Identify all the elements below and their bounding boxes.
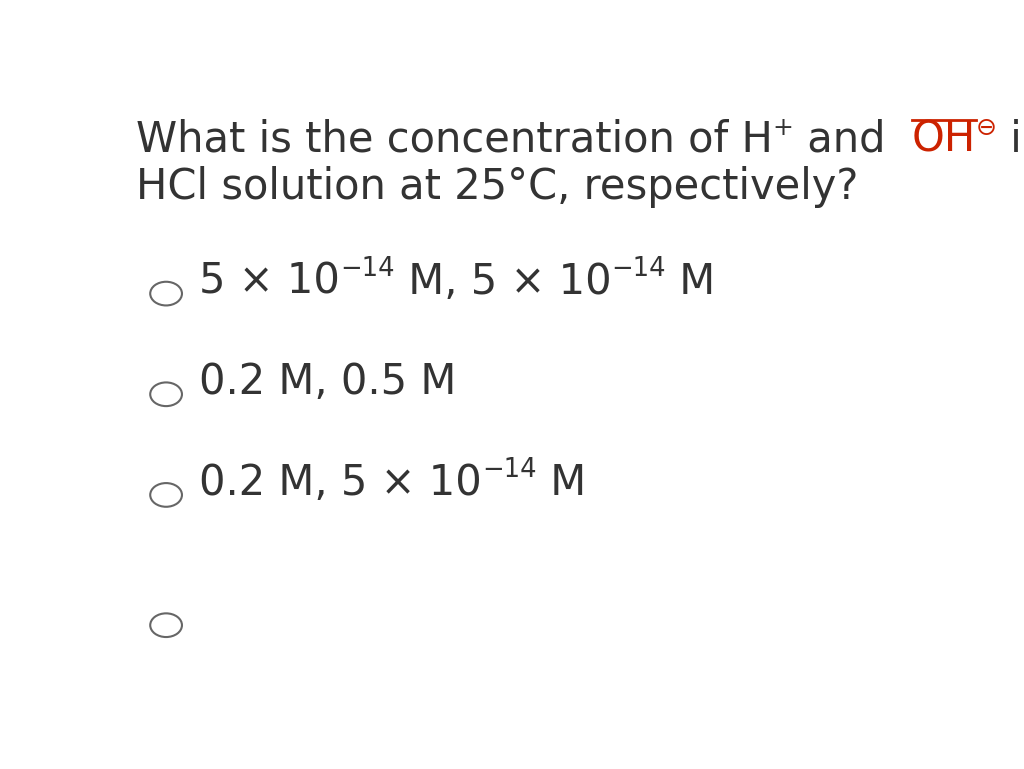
Text: 0.2 M, 0.5 M: 0.2 M, 0.5 M	[200, 361, 457, 403]
Text: M, 5 × 10: M, 5 × 10	[395, 261, 611, 303]
Text: −14: −14	[340, 256, 395, 282]
Text: 0.2 M, 5 × 10: 0.2 M, 5 × 10	[200, 462, 482, 504]
Text: What is the concentration of H: What is the concentration of H	[136, 118, 773, 161]
Text: −14: −14	[482, 457, 537, 483]
Text: 5 × 10: 5 × 10	[200, 261, 340, 303]
Text: +: +	[773, 116, 794, 140]
Text: −14: −14	[611, 256, 667, 282]
Text: M: M	[667, 261, 716, 303]
Text: ion in 0.2 M: ion in 0.2 M	[997, 118, 1024, 161]
Text: M: M	[537, 462, 586, 504]
Text: and: and	[794, 118, 911, 161]
Text: HCl solution at 25°C, respectively?: HCl solution at 25°C, respectively?	[136, 166, 858, 208]
Text: ⊖: ⊖	[976, 116, 997, 140]
Text: OH: OH	[911, 118, 976, 161]
